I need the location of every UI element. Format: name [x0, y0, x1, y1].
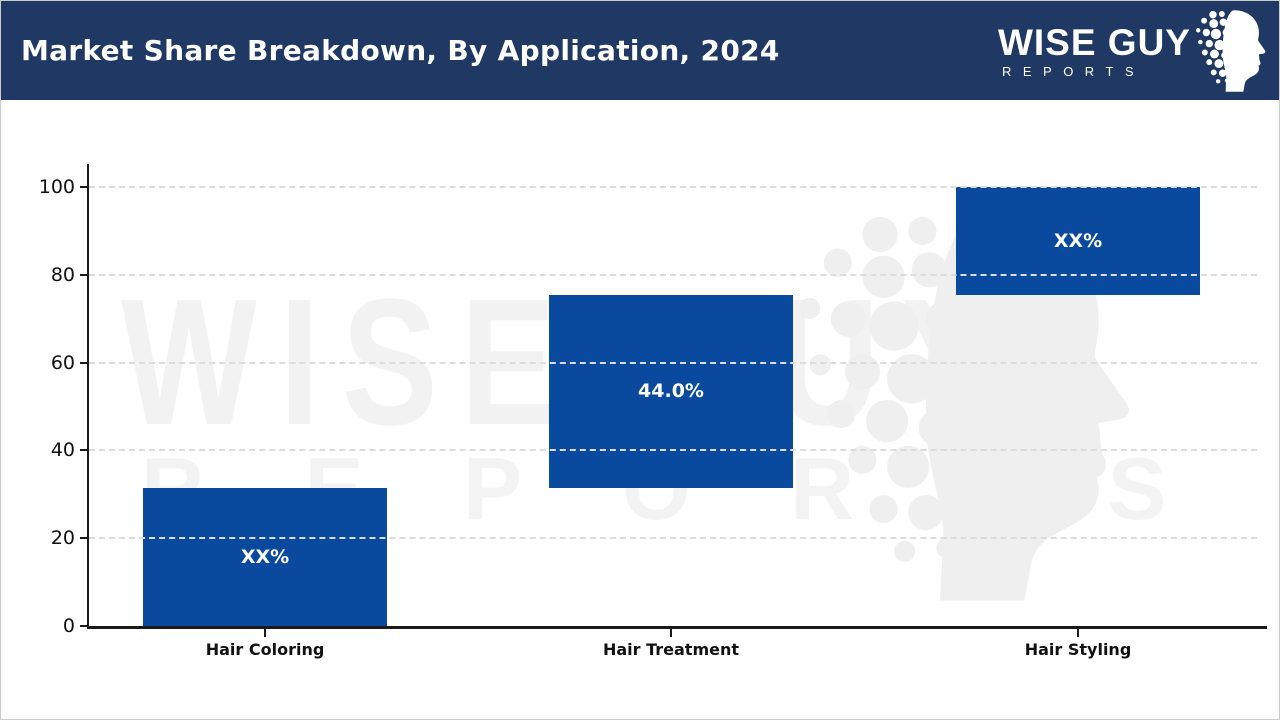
- header-bar: Market Share Breakdown, By Application, …: [1, 1, 1279, 100]
- gridline-100: [89, 186, 1257, 188]
- gridline-80: [89, 273, 1257, 276]
- bar-value-label: XX%: [1053, 229, 1103, 252]
- x-tick: [1077, 629, 1079, 637]
- y-axis-line: [87, 164, 89, 628]
- logo-wordmark: WISE GUY: [997, 21, 1191, 63]
- wiseguy-logo: WISE GUY REPORTS: [998, 8, 1267, 94]
- x-category-label: Hair Styling: [1024, 640, 1132, 659]
- x-tick: [670, 629, 672, 637]
- y-tick-label: 20: [50, 527, 75, 550]
- bar-hair-treatment: 44.0%: [549, 294, 793, 488]
- y-tick-100: [80, 186, 87, 188]
- x-category-label: Hair Coloring: [205, 640, 325, 659]
- y-tick-40: [80, 449, 87, 452]
- gridline-20: [89, 537, 1257, 540]
- bar-hair-styling: XX%: [956, 187, 1200, 295]
- x-tick: [264, 629, 266, 637]
- bar-value-label: 44.0%: [638, 380, 704, 403]
- y-tick-label: 40: [50, 439, 75, 462]
- y-tick-label: 80: [50, 263, 75, 286]
- x-category-label: Hair Treatment: [602, 640, 740, 659]
- page-title: Market Share Breakdown, By Application, …: [21, 34, 780, 67]
- x-axis-line: [87, 626, 1267, 629]
- y-tick-label: 60: [50, 351, 75, 374]
- y-tick-20: [80, 537, 87, 540]
- y-tick-0: [80, 625, 87, 627]
- wiseguy-head-icon: [1193, 8, 1267, 94]
- gridline-60: [89, 361, 1257, 364]
- y-tick-60: [80, 361, 87, 364]
- bar-value-label: XX%: [240, 545, 290, 568]
- logo-subtitle: REPORTS: [1001, 63, 1146, 79]
- y-tick-label: 100: [38, 176, 75, 198]
- y-tick-80: [80, 273, 87, 276]
- bar-hair-coloring: XX%: [143, 487, 387, 626]
- wiseguy-logo-text: WISE GUY REPORTS: [998, 24, 1191, 78]
- gridline-40: [89, 449, 1257, 452]
- y-tick-label: 0: [62, 615, 75, 637]
